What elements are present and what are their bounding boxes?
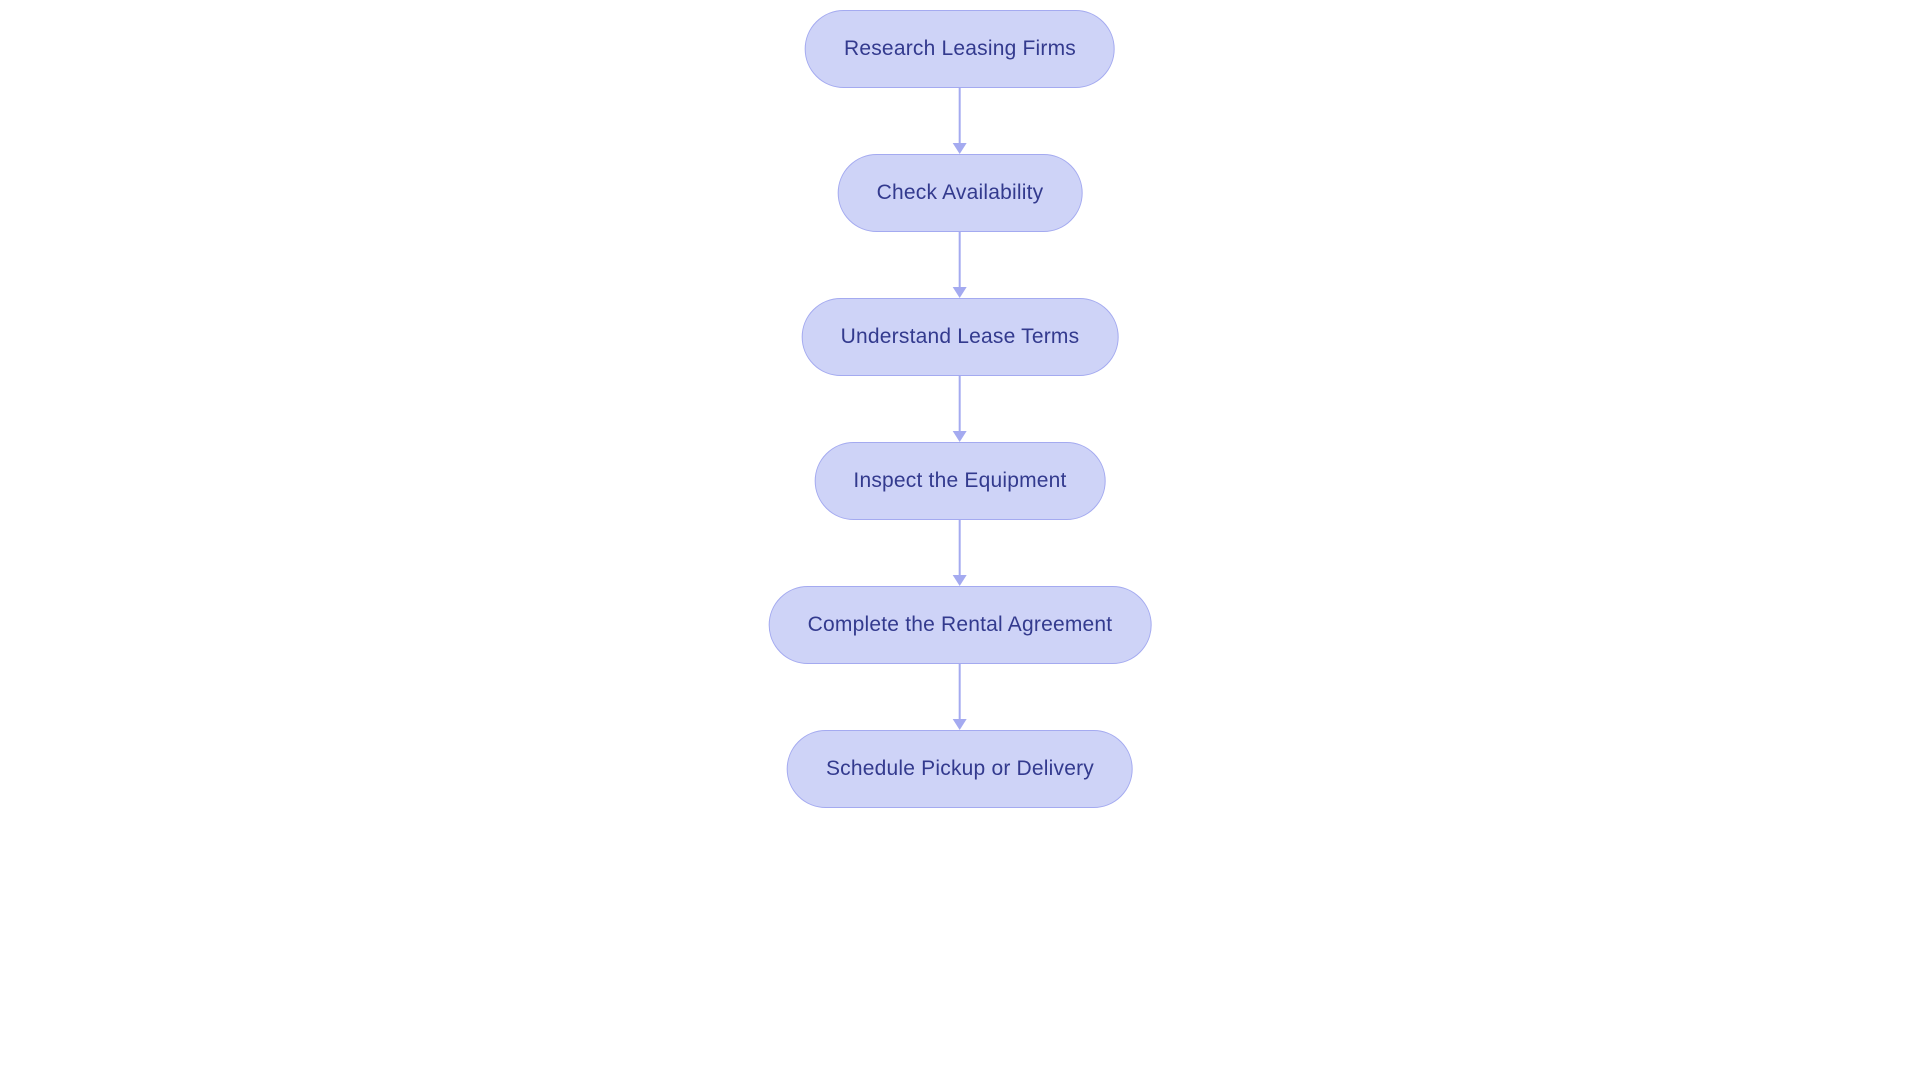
flowchart-connector <box>953 664 967 730</box>
connector-line <box>959 520 961 576</box>
node-label: Understand Lease Terms <box>841 325 1080 349</box>
connector-line <box>959 88 961 144</box>
flowchart-node-n1: Research Leasing Firms <box>805 10 1115 88</box>
flowchart-connector <box>953 88 967 154</box>
node-label: Check Availability <box>877 181 1044 205</box>
node-label: Complete the Rental Agreement <box>808 613 1113 637</box>
arrowhead-icon <box>953 143 967 154</box>
flowchart-node-n3: Understand Lease Terms <box>802 298 1119 376</box>
flowchart-node-n2: Check Availability <box>838 154 1083 232</box>
node-label: Schedule Pickup or Delivery <box>826 757 1094 781</box>
arrowhead-icon <box>953 287 967 298</box>
flowchart-connector <box>953 520 967 586</box>
connector-line <box>959 376 961 432</box>
flowchart-node-n5: Complete the Rental Agreement <box>769 586 1152 664</box>
arrowhead-icon <box>953 575 967 586</box>
node-label: Inspect the Equipment <box>853 469 1066 493</box>
flowchart-connector <box>953 376 967 442</box>
flowchart-node-n4: Inspect the Equipment <box>814 442 1105 520</box>
node-label: Research Leasing Firms <box>844 37 1076 61</box>
arrowhead-icon <box>953 719 967 730</box>
arrowhead-icon <box>953 431 967 442</box>
connector-line <box>959 664 961 720</box>
connector-line <box>959 232 961 288</box>
flowchart-node-n6: Schedule Pickup or Delivery <box>787 730 1133 808</box>
flowchart-container: Research Leasing Firms Check Availability… <box>769 10 1152 808</box>
flowchart-connector <box>953 232 967 298</box>
